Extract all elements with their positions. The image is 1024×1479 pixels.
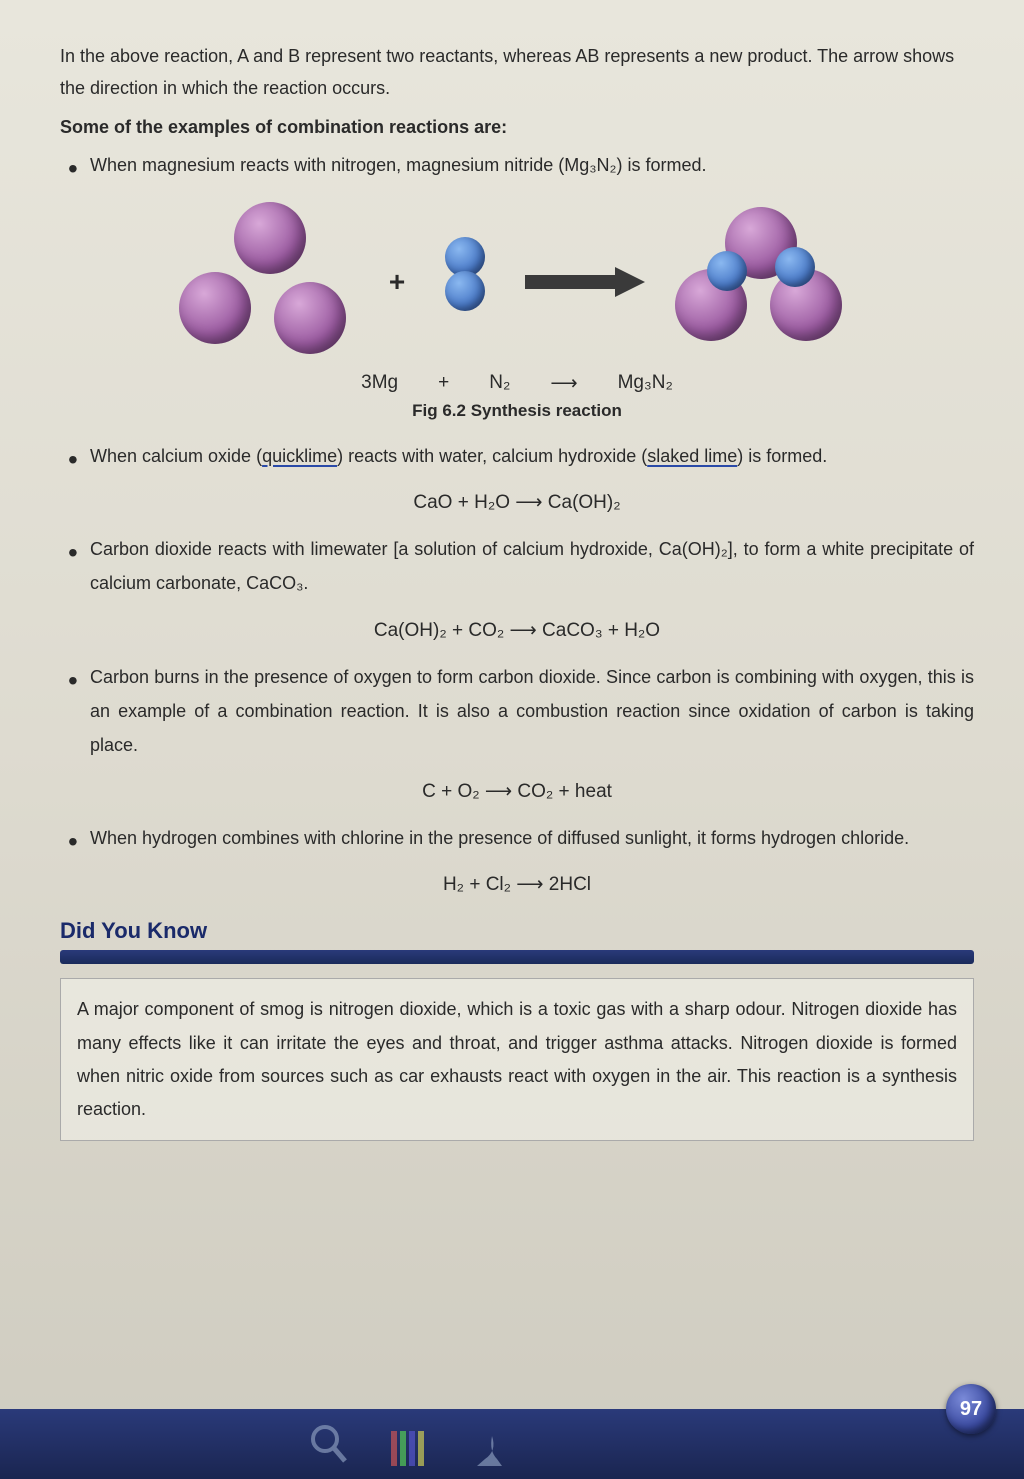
intro-paragraph: In the above reaction, A and B represent… (60, 40, 974, 105)
footer-decorative-icons (307, 1421, 507, 1471)
page-footer: 97 (0, 1409, 1024, 1479)
n2-atoms-group (435, 237, 495, 327)
reactant2-label: N₂ (489, 372, 510, 394)
did-you-know-box: A major component of smog is nitrogen di… (60, 978, 974, 1141)
page-number-badge: 97 (946, 1384, 996, 1434)
magnifier-icon (307, 1421, 347, 1471)
diagram-equation-row: 3Mg + N₂ ⟶ Mg₃N₂ (60, 372, 974, 395)
equation-4: H₂ + Cl₂ ⟶ 2HCl (60, 873, 974, 896)
quicklime-term: quicklime (262, 446, 337, 466)
bullet-1: When magnesium reacts with nitrogen, mag… (90, 148, 974, 182)
equation-3: C + O₂ ⟶ CO₂ + heat (60, 780, 974, 803)
did-you-know-bar (60, 950, 974, 964)
synthesis-diagram: + (60, 202, 974, 362)
product-label: Mg₃N₂ (618, 372, 673, 394)
arrow-label: ⟶ (550, 372, 577, 395)
plus-sign: + (389, 266, 405, 298)
bullet-3: Carbon dioxide reacts with limewater [a … (90, 532, 974, 600)
mg-atoms-group (179, 202, 359, 362)
equation-2: Ca(OH)₂ + CO₂ ⟶ CaCO₃ + H₂O (60, 619, 974, 642)
microscope-icon (467, 1421, 507, 1471)
reaction-arrow-icon (525, 267, 645, 297)
product-atoms-group (675, 207, 855, 357)
bullet-5: When hydrogen combines with chlorine in … (90, 821, 974, 855)
equation-1: CaO + H₂O ⟶ Ca(OH)₂ (60, 491, 974, 514)
bullet-2: When calcium oxide (quicklime) reacts wi… (90, 439, 974, 473)
slaked-lime-term: slaked lime (647, 446, 737, 466)
did-you-know-title: Did You Know (60, 918, 974, 944)
figure-caption: Fig 6.2 Synthesis reaction (60, 401, 974, 421)
examples-heading: Some of the examples of combination reac… (60, 117, 974, 138)
testtubes-icon (387, 1421, 427, 1471)
textbook-page: In the above reaction, A and B represent… (0, 0, 1024, 1479)
reactant1-label: 3Mg (361, 372, 398, 394)
bullet-4: Carbon burns in the presence of oxygen t… (90, 660, 974, 763)
plus-label: + (438, 372, 449, 394)
